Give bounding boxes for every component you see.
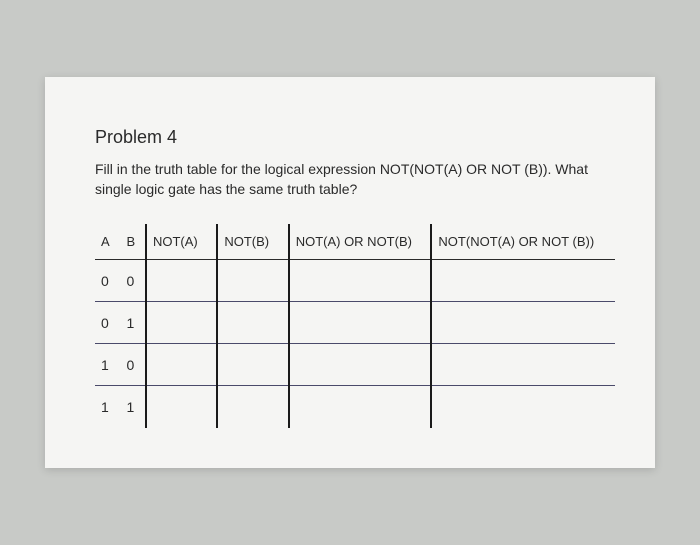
cell-notb	[217, 260, 288, 302]
cell-nota	[146, 302, 217, 344]
problem-page: Problem 4 Fill in the truth table for th…	[45, 77, 655, 468]
col-header-b: B	[120, 224, 145, 260]
cell-notb	[217, 344, 288, 386]
cell-a: 0	[95, 302, 120, 344]
problem-title: Problem 4	[95, 127, 615, 148]
cell-b: 0	[120, 344, 145, 386]
cell-a: 1	[95, 344, 120, 386]
cell-nota	[146, 344, 217, 386]
cell-nota	[146, 386, 217, 428]
col-header-notb: NOT(B)	[217, 224, 288, 260]
cell-nota	[146, 260, 217, 302]
cell-notb	[217, 302, 288, 344]
cell-or	[289, 260, 432, 302]
cell-notor	[431, 302, 615, 344]
cell-notor	[431, 386, 615, 428]
cell-b: 0	[120, 260, 145, 302]
col-header-or: NOT(A) OR NOT(B)	[289, 224, 432, 260]
col-header-a: A	[95, 224, 120, 260]
table-row: 1 0	[95, 344, 615, 386]
cell-notb	[217, 386, 288, 428]
cell-or	[289, 386, 432, 428]
cell-or	[289, 302, 432, 344]
table-row: 1 1	[95, 386, 615, 428]
cell-notor	[431, 344, 615, 386]
cell-a: 0	[95, 260, 120, 302]
cell-a: 1	[95, 386, 120, 428]
truth-table: A B NOT(A) NOT(B) NOT(A) OR NOT(B) NOT(N…	[95, 224, 615, 428]
cell-b: 1	[120, 302, 145, 344]
col-header-nota: NOT(A)	[146, 224, 217, 260]
cell-notor	[431, 260, 615, 302]
problem-question: Fill in the truth table for the logical …	[95, 160, 615, 199]
question-line2: single logic gate has the same truth tab…	[95, 181, 357, 197]
question-line1: Fill in the truth table for the logical …	[95, 161, 588, 177]
col-header-notor: NOT(NOT(A) OR NOT (B))	[431, 224, 615, 260]
cell-or	[289, 344, 432, 386]
cell-b: 1	[120, 386, 145, 428]
table-row: 0 1	[95, 302, 615, 344]
table-row: 0 0	[95, 260, 615, 302]
table-header-row: A B NOT(A) NOT(B) NOT(A) OR NOT(B) NOT(N…	[95, 224, 615, 260]
